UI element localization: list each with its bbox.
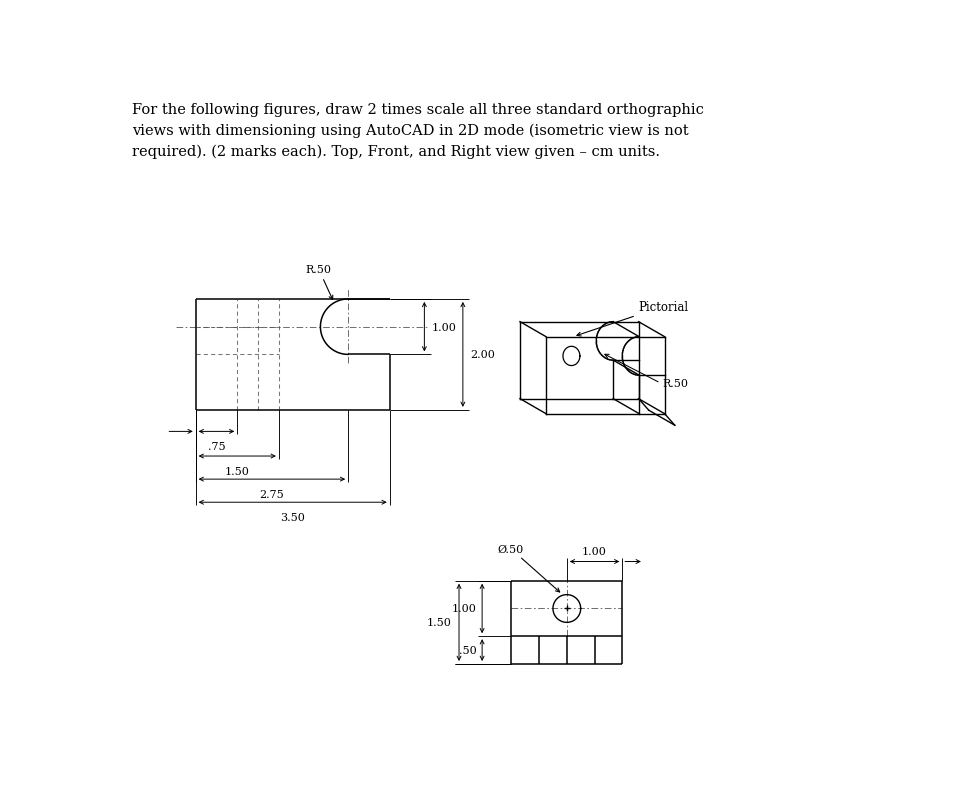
Text: 1.50: 1.50 <box>225 466 250 476</box>
Text: .50: .50 <box>459 646 477 655</box>
Text: R.50: R.50 <box>306 265 333 300</box>
Text: 1.00: 1.00 <box>452 603 477 614</box>
Text: 1.00: 1.00 <box>582 547 607 556</box>
Text: .75: .75 <box>208 442 225 452</box>
Text: 1.00: 1.00 <box>432 322 456 333</box>
Text: R.50: R.50 <box>663 379 689 388</box>
Text: 2.00: 2.00 <box>471 350 496 360</box>
Text: 2.75: 2.75 <box>259 490 284 500</box>
Text: Pictorial: Pictorial <box>577 300 689 337</box>
Text: For the following figures, draw 2 times scale all three standard orthographic
vi: For the following figures, draw 2 times … <box>132 103 703 159</box>
Text: 3.50: 3.50 <box>281 513 306 522</box>
Text: Ø.50: Ø.50 <box>498 544 559 592</box>
Text: 1.50: 1.50 <box>427 618 452 628</box>
